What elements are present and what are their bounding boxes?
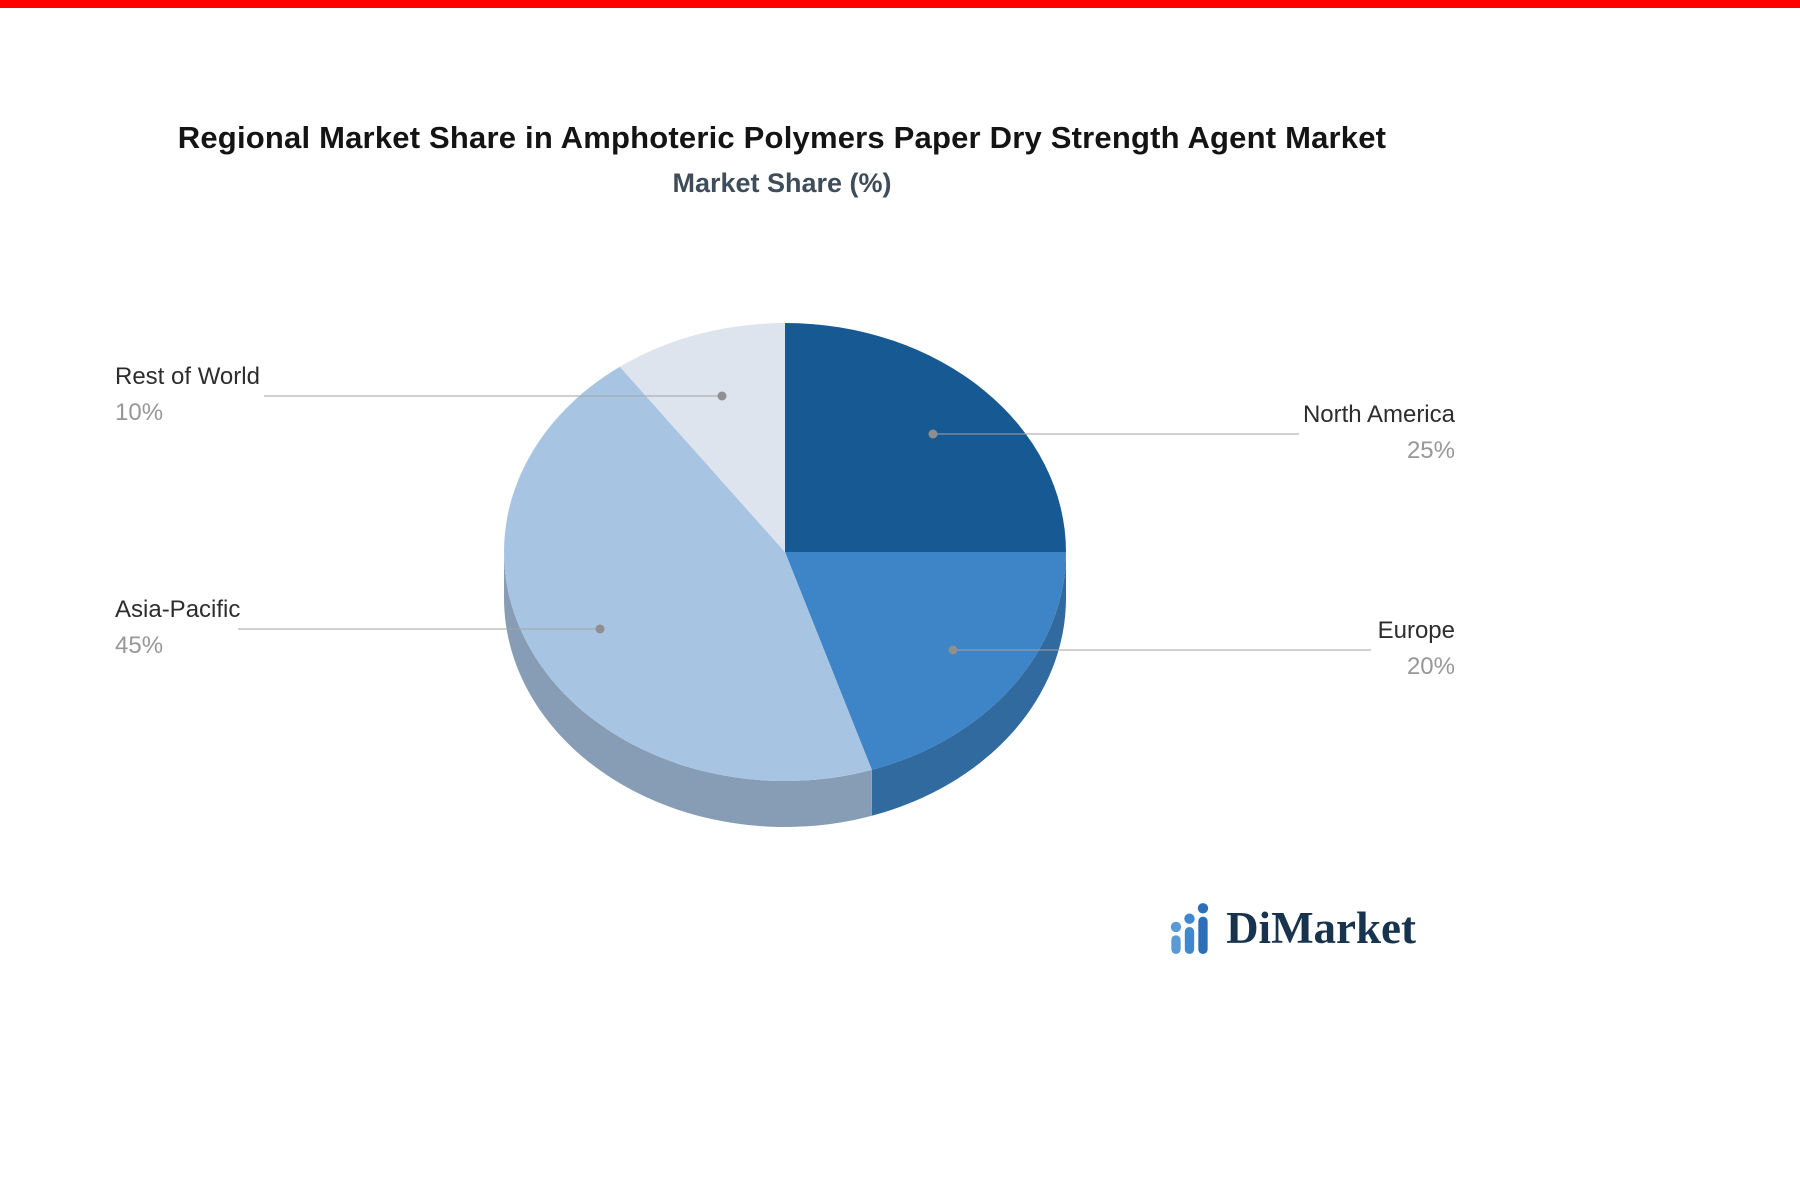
leader-dot-north-america (928, 429, 938, 439)
pie-slice-north-america[interactable] (785, 323, 1066, 552)
leader-dot-asia-pacific (595, 624, 605, 634)
pie-slice-europe[interactable] (785, 552, 1066, 770)
chart-subtitle: Market Share (%) (672, 168, 892, 198)
chart-title: Regional Market Share in Amphoteric Poly… (177, 120, 1387, 155)
pie-side-europe (871, 552, 1066, 816)
leader-dot-europe (948, 645, 958, 655)
top-accent-bar (0, 0, 1800, 8)
bar-chart-icon (1170, 903, 1209, 954)
dimarket-logo: DiMarket (1167, 901, 1416, 955)
pie-slice-rest-of-world[interactable] (619, 323, 785, 552)
pie-slice-asia-pacific[interactable] (504, 366, 872, 781)
leader-dot-rest-of-world (717, 391, 727, 401)
pie-side-asia-pacific (504, 552, 872, 827)
brand-name: DiMarket (1226, 903, 1416, 953)
